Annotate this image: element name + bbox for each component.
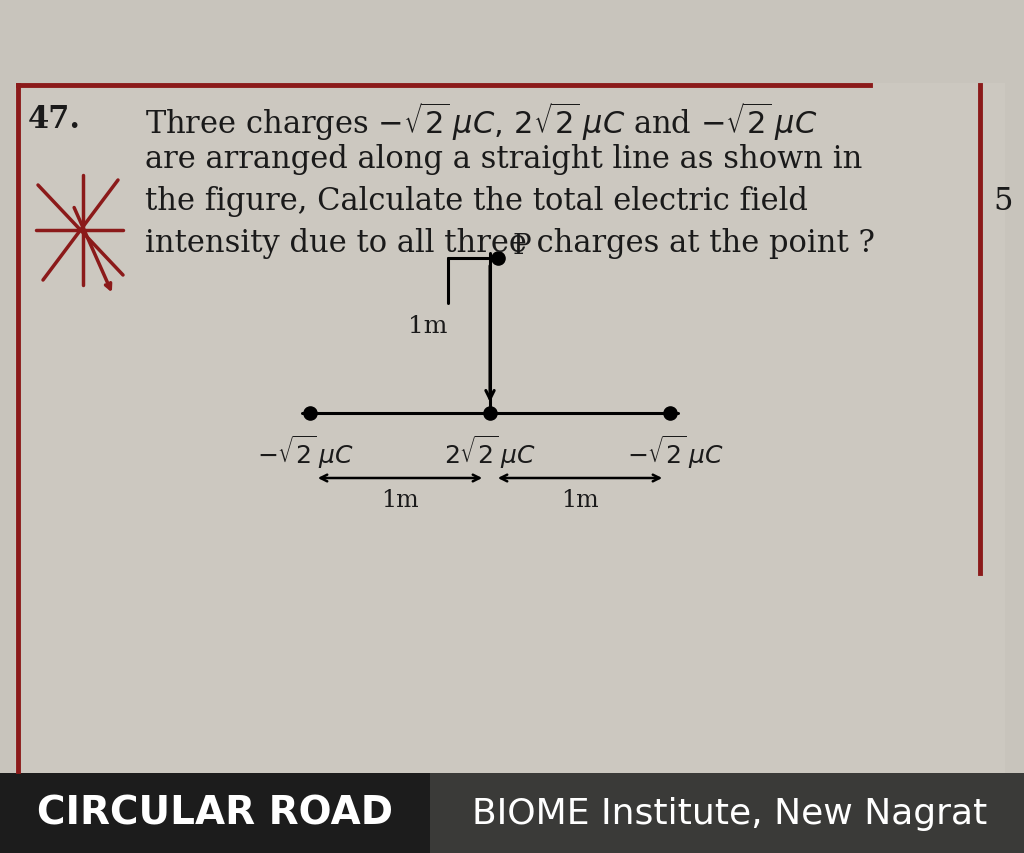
Text: the figure, Calculate the total electric field: the figure, Calculate the total electric…: [145, 186, 808, 217]
Text: 5: 5: [993, 186, 1013, 217]
Text: intensity due to all three charges at the point ?: intensity due to all three charges at th…: [145, 228, 874, 258]
Point: [489, 252, 506, 265]
Text: are arranged along a straight line as shown in: are arranged along a straight line as sh…: [145, 144, 862, 175]
Bar: [0, 773, 1024, 853]
Bar: [15, 84, 1005, 773]
Text: 1m: 1m: [409, 315, 447, 338]
Text: $2\sqrt{2}\,\mu C$: $2\sqrt{2}\,\mu C$: [444, 432, 536, 470]
Text: P: P: [512, 233, 530, 260]
Text: 1m: 1m: [561, 489, 599, 512]
Point: [662, 407, 678, 421]
Text: CIRCULAR ROAD: CIRCULAR ROAD: [37, 794, 393, 832]
Bar: [430, 773, 1024, 853]
Text: BIOME Institute, New Nagrat: BIOME Institute, New Nagrat: [472, 796, 987, 830]
Text: $-\sqrt{2}\,\mu C$: $-\sqrt{2}\,\mu C$: [627, 432, 724, 470]
Text: 1m: 1m: [381, 489, 419, 512]
Text: $-\sqrt{2}\,\mu C$: $-\sqrt{2}\,\mu C$: [256, 432, 353, 470]
Point: [302, 407, 318, 421]
Point: [482, 407, 499, 421]
Text: 47.: 47.: [28, 104, 81, 135]
Text: Three charges $-\sqrt{2}\,\mu C,\,2\sqrt{2}\,\mu C$ and $-\sqrt{2}\,\mu C$: Three charges $-\sqrt{2}\,\mu C,\,2\sqrt…: [145, 100, 817, 142]
